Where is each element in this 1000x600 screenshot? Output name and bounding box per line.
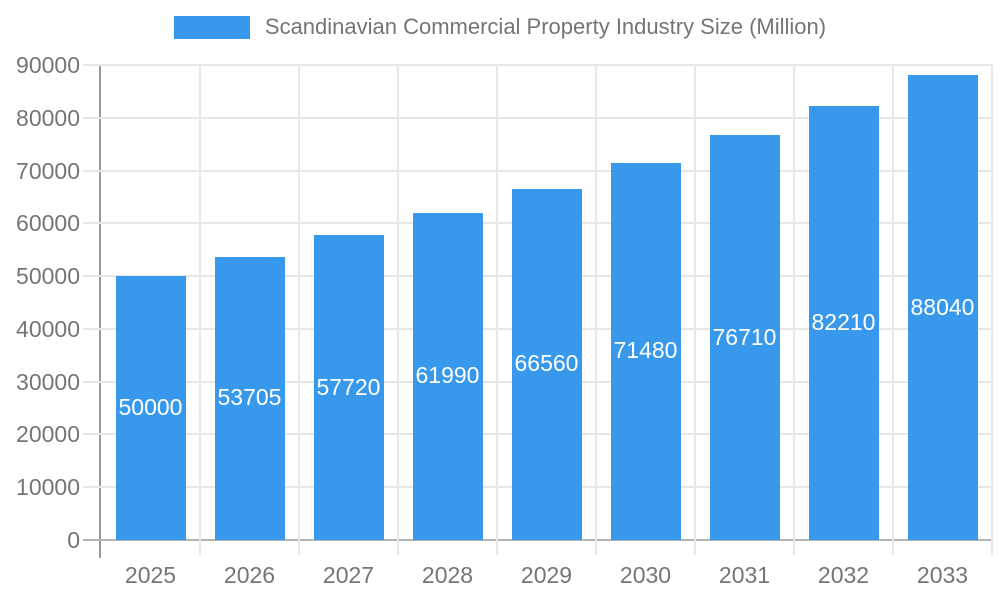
- bar[interactable]: [808, 106, 879, 540]
- y-axis-line: [99, 65, 101, 558]
- legend-label: Scandinavian Commercial Property Industr…: [264, 14, 827, 39]
- y-tick-label: 70000: [16, 157, 80, 184]
- chart-legend[interactable]: Scandinavian Commercial Property Industr…: [0, 14, 1000, 40]
- y-tick-label: 40000: [16, 315, 80, 342]
- x-tick-label: 2028: [421, 562, 474, 588]
- y-tick-label: 60000: [16, 210, 80, 237]
- y-tick-label: 0: [67, 527, 80, 553]
- y-tick-label: 20000: [16, 421, 80, 448]
- bar[interactable]: [214, 256, 285, 540]
- bar[interactable]: [412, 212, 483, 540]
- x-tick-label: 2033: [916, 562, 969, 588]
- y-tick-label: 80000: [16, 104, 80, 131]
- bar[interactable]: [115, 276, 186, 540]
- y-tick-label: 90000: [16, 52, 80, 78]
- v-gridline: [793, 65, 795, 555]
- h-gridline: [83, 116, 992, 119]
- x-tick-label: 2030: [619, 562, 672, 588]
- x-tick-label: 2032: [817, 562, 870, 588]
- plot-area: 50000 53705 57720 61990 66560 71480 76710 82210…: [83, 64, 993, 555]
- x-axis-baseline: [83, 539, 992, 541]
- v-gridline: [397, 65, 399, 555]
- x-tick-label: 2029: [520, 562, 573, 588]
- h-gridline: [83, 169, 992, 172]
- y-tick-label: 50000: [16, 263, 80, 290]
- y-tick-label: 30000: [16, 368, 80, 395]
- v-gridline: [991, 65, 993, 555]
- y-tick-label: 10000: [16, 474, 80, 501]
- bar[interactable]: [313, 235, 384, 540]
- bar[interactable]: [610, 162, 681, 540]
- v-gridline: [496, 65, 498, 555]
- x-tick-label: 2027: [322, 562, 375, 588]
- v-gridline: [298, 65, 300, 555]
- bar[interactable]: [511, 188, 582, 540]
- x-tick-label: 2031: [718, 562, 771, 588]
- v-gridline: [694, 65, 696, 555]
- bar[interactable]: [709, 135, 780, 540]
- h-gridline: [83, 64, 992, 66]
- x-tick-label: 2026: [223, 562, 276, 588]
- v-gridline: [892, 65, 894, 555]
- legend-swatch-icon: [173, 15, 250, 39]
- v-gridline: [199, 65, 201, 555]
- bar[interactable]: [907, 75, 978, 540]
- v-gridline: [595, 65, 597, 555]
- x-tick-label: 2025: [124, 562, 177, 588]
